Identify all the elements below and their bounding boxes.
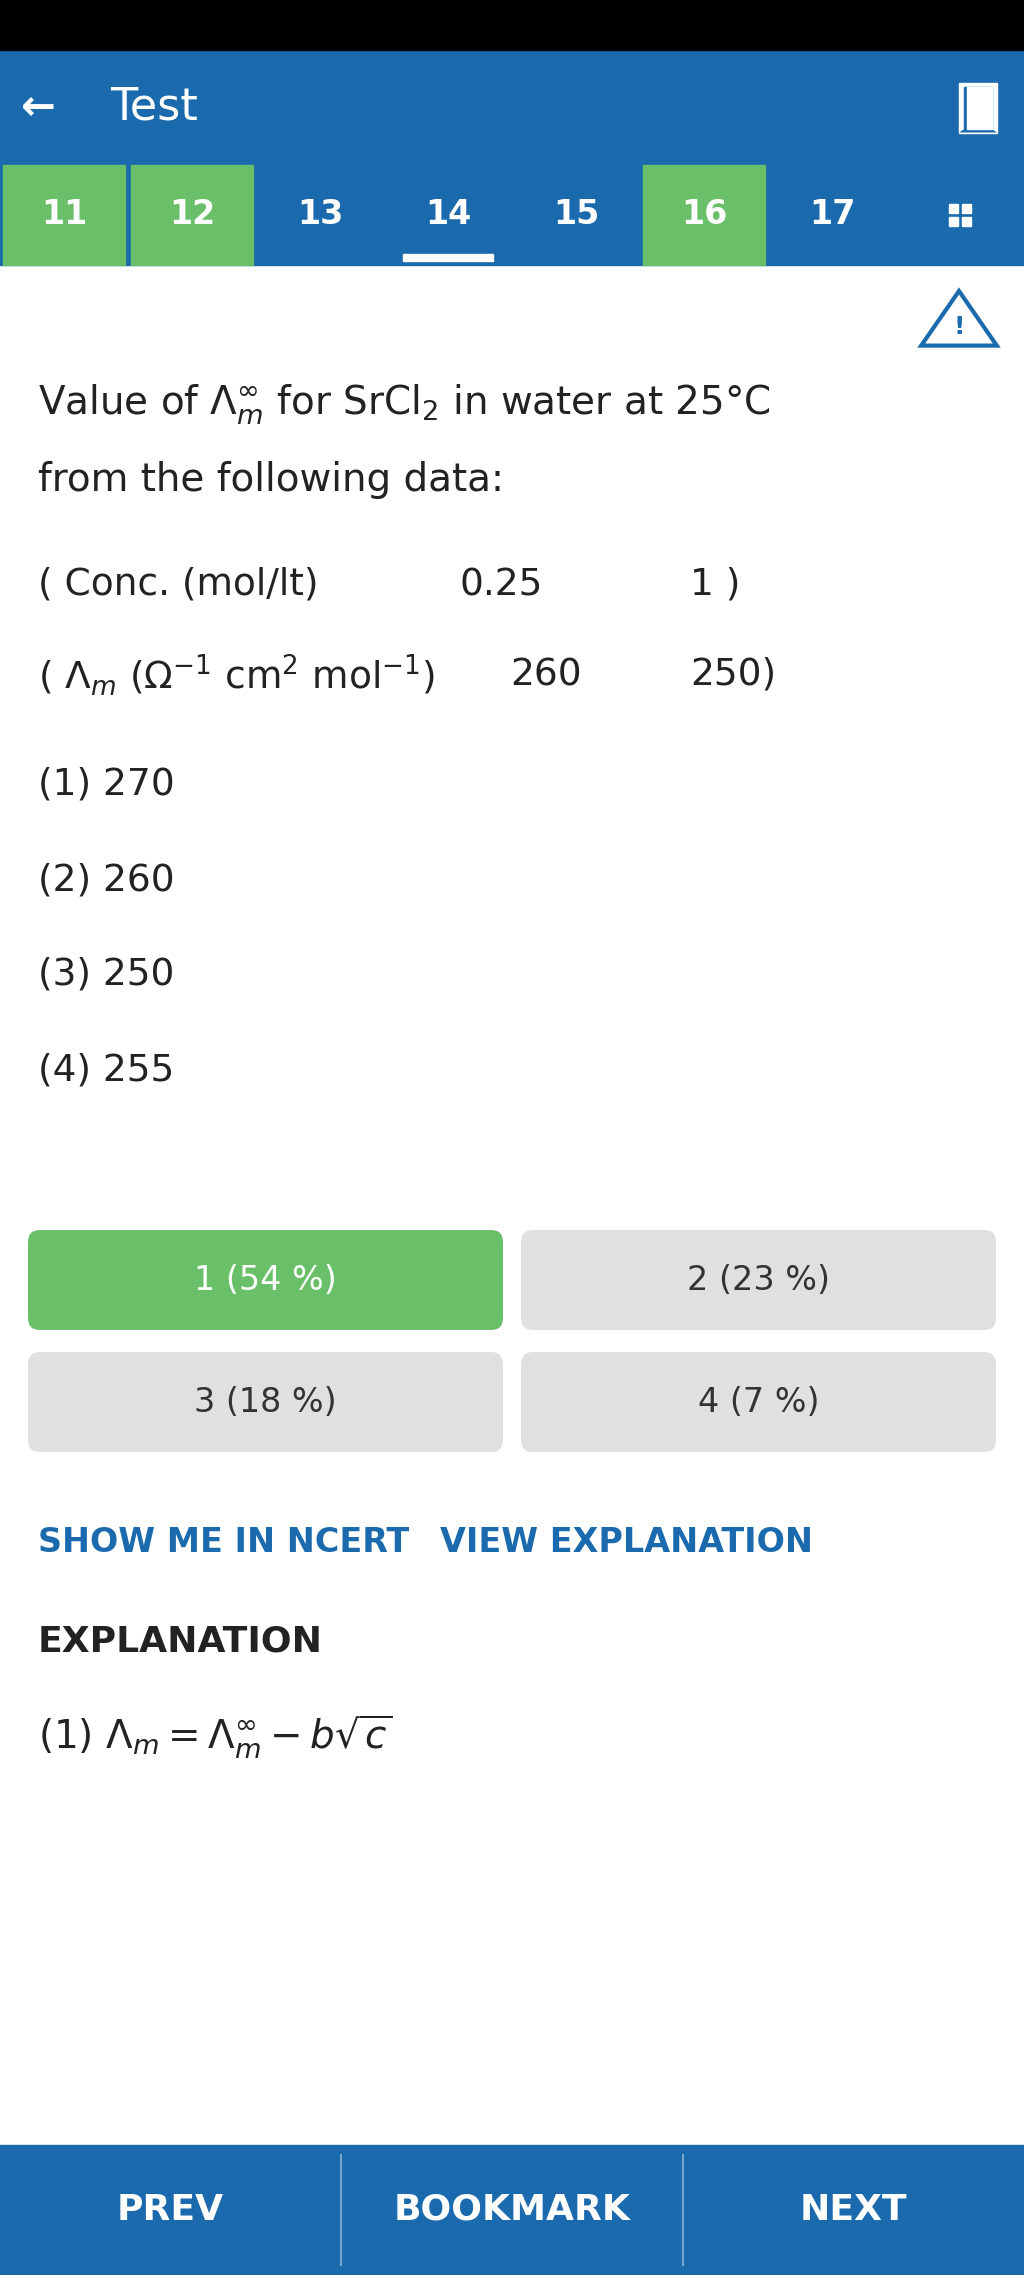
Text: VIEW EXPLANATION: VIEW EXPLANATION <box>440 1527 813 1558</box>
Bar <box>0 166 1024 264</box>
Text: 1 (54 %): 1 (54 %) <box>195 1263 337 1297</box>
FancyBboxPatch shape <box>521 1231 996 1331</box>
FancyBboxPatch shape <box>28 1351 503 1451</box>
Bar <box>949 205 958 214</box>
Bar <box>962 216 971 225</box>
Text: BOOKMARK: BOOKMARK <box>393 2193 631 2227</box>
Text: Value of $\mathit{\Lambda}_m^{\infty}$ for SrCl$_2$ in water at 25°C: Value of $\mathit{\Lambda}_m^{\infty}$ f… <box>38 382 771 428</box>
Text: 12: 12 <box>169 198 215 232</box>
Text: 2 (23 %): 2 (23 %) <box>687 1263 830 1297</box>
Text: 15: 15 <box>553 198 599 232</box>
Text: 0.25: 0.25 <box>460 566 544 603</box>
Text: Test: Test <box>110 86 198 130</box>
Text: 14: 14 <box>425 198 471 232</box>
Bar <box>3 166 125 264</box>
Text: EXPLANATION: EXPLANATION <box>38 1624 323 1658</box>
Text: (3) 250: (3) 250 <box>38 958 174 992</box>
Bar <box>0 2145 1024 2275</box>
Bar <box>949 216 958 225</box>
Text: from the following data:: from the following data: <box>38 462 504 498</box>
Text: 13: 13 <box>297 198 343 232</box>
Bar <box>643 166 765 264</box>
Bar <box>0 0 1024 50</box>
Text: PREV: PREV <box>117 2193 224 2227</box>
Text: 4 (7 %): 4 (7 %) <box>697 1385 819 1420</box>
Text: 11: 11 <box>41 198 87 232</box>
Bar <box>962 205 971 214</box>
Text: 1 ): 1 ) <box>690 566 740 603</box>
Text: NEXT: NEXT <box>800 2193 907 2227</box>
Text: (1) $\mathit{\Lambda}_m = \mathit{\Lambda}_m^{\infty} - b\sqrt{c}$: (1) $\mathit{\Lambda}_m = \mathit{\Lambd… <box>38 1713 392 1761</box>
Bar <box>964 86 992 127</box>
FancyBboxPatch shape <box>521 1351 996 1451</box>
Text: 260: 260 <box>510 657 582 694</box>
Text: 3 (18 %): 3 (18 %) <box>195 1385 337 1420</box>
Text: (1) 270: (1) 270 <box>38 767 175 803</box>
Text: ←: ← <box>20 86 55 127</box>
Text: ( Conc. (mol/lt): ( Conc. (mol/lt) <box>38 566 318 603</box>
Bar <box>0 50 1024 166</box>
Text: 17: 17 <box>809 198 855 232</box>
Bar <box>0 264 1024 2275</box>
Text: !: ! <box>953 314 965 339</box>
Bar <box>959 82 997 132</box>
Bar <box>131 166 254 264</box>
Text: 16: 16 <box>681 198 727 232</box>
Text: 250): 250) <box>690 657 776 694</box>
Polygon shape <box>959 121 997 132</box>
Bar <box>403 255 493 262</box>
Text: SHOW ME IN NCERT: SHOW ME IN NCERT <box>38 1527 410 1558</box>
FancyBboxPatch shape <box>28 1231 503 1331</box>
Text: (2) 260: (2) 260 <box>38 862 175 899</box>
Bar <box>967 86 992 127</box>
Text: ( $\mathit{\Lambda}_m$ ($\Omega^{-1}$ cm$^2$ mol$^{-1}$): ( $\mathit{\Lambda}_m$ ($\Omega^{-1}$ cm… <box>38 653 435 698</box>
Text: (4) 255: (4) 255 <box>38 1051 174 1087</box>
